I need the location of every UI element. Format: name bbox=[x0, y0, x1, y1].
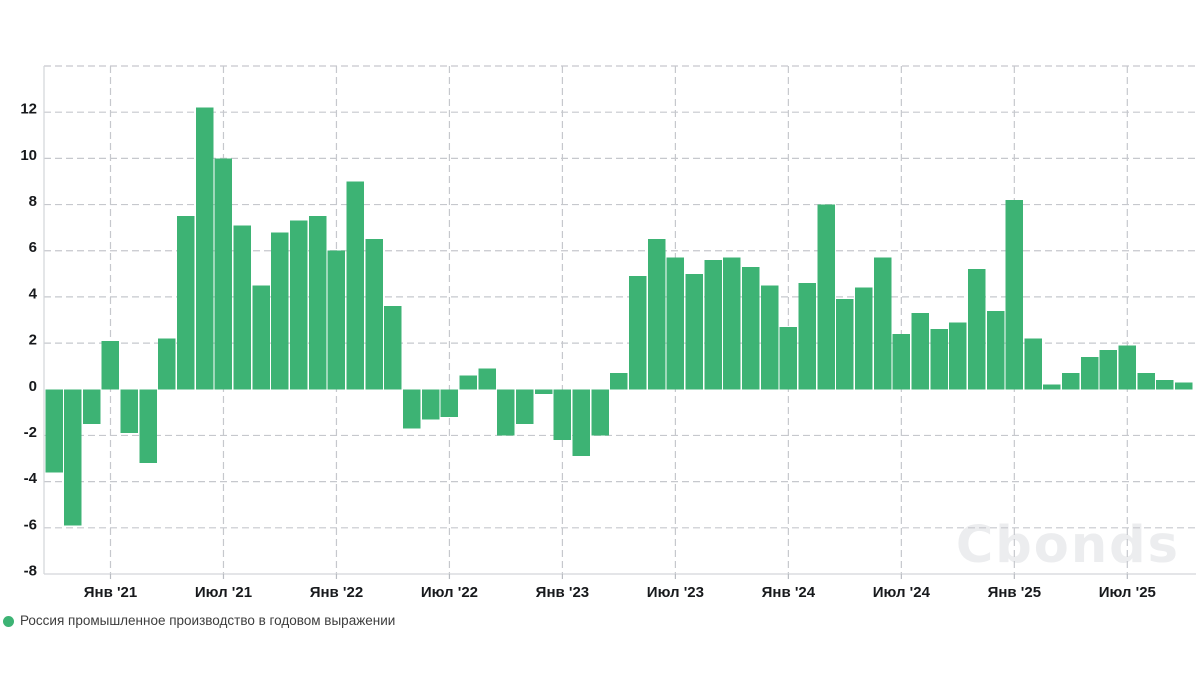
bar-2023-07[interactable] bbox=[666, 257, 685, 390]
y-axis-tick-label: -8 bbox=[24, 563, 37, 580]
y-axis-tick-label: 6 bbox=[29, 239, 37, 256]
bar-2022-06[interactable] bbox=[421, 389, 440, 420]
bar-2021-04[interactable] bbox=[158, 338, 176, 390]
bar-2021-08[interactable] bbox=[233, 225, 252, 390]
bar-2022-04[interactable] bbox=[384, 306, 402, 390]
bar-2025-05[interactable] bbox=[1080, 356, 1099, 390]
y-axis-tick-label: 4 bbox=[29, 285, 38, 302]
bar-2025-10[interactable] bbox=[1175, 382, 1193, 390]
bar-2024-08[interactable] bbox=[911, 313, 929, 390]
bar-2024-06[interactable] bbox=[873, 257, 892, 390]
bar-2025-06[interactable] bbox=[1099, 350, 1118, 390]
legend-marker-icon bbox=[3, 615, 14, 627]
x-axis-tick-label: Июл '22 bbox=[421, 584, 478, 601]
bar-2023-02[interactable] bbox=[572, 389, 590, 457]
bar-2022-05[interactable] bbox=[403, 389, 421, 429]
bar-2024-07[interactable] bbox=[892, 333, 911, 390]
bar-2020-10[interactable] bbox=[45, 389, 63, 473]
bar-2021-07[interactable] bbox=[214, 158, 233, 390]
bar-2024-05[interactable] bbox=[854, 287, 873, 390]
x-axis-tick-label: Янв '21 bbox=[84, 584, 137, 601]
x-axis-tick-label: Янв '24 bbox=[762, 584, 816, 601]
bar-2021-10[interactable] bbox=[271, 232, 289, 390]
bar-2022-02[interactable] bbox=[346, 181, 365, 390]
x-axis-tick-label: Янв '22 bbox=[310, 584, 363, 601]
bar-2024-02[interactable] bbox=[798, 283, 816, 390]
bar-2021-06[interactable] bbox=[195, 107, 214, 390]
bar-2023-06[interactable] bbox=[647, 239, 666, 390]
y-axis-tick-label: 12 bbox=[20, 101, 37, 118]
bar-2023-10[interactable] bbox=[723, 257, 741, 390]
bar-2022-07[interactable] bbox=[440, 389, 459, 417]
y-axis-tick-label: 10 bbox=[20, 147, 37, 164]
bar-2021-11[interactable] bbox=[290, 220, 308, 390]
y-axis-tick-label: 8 bbox=[29, 193, 37, 210]
bar-2021-05[interactable] bbox=[177, 216, 195, 390]
bar-2022-08[interactable] bbox=[459, 375, 478, 390]
legend-item[interactable]: Россия промышленное производство в годов… bbox=[3, 613, 395, 629]
bar-2025-03[interactable] bbox=[1043, 384, 1061, 390]
bar-2021-03[interactable] bbox=[139, 389, 157, 464]
bar-2022-03[interactable] bbox=[365, 239, 383, 390]
bar-2023-12[interactable] bbox=[760, 285, 779, 390]
x-axis-tick-label: Июл '24 bbox=[873, 584, 931, 601]
axes bbox=[43, 66, 1196, 579]
bar-2025-08[interactable] bbox=[1137, 373, 1155, 390]
y-axis-tick-label: 0 bbox=[29, 378, 37, 395]
x-axis-tick-label: Июл '23 bbox=[647, 584, 704, 601]
bar-2024-01[interactable] bbox=[779, 326, 798, 390]
legend-series-label: Россия промышленное производство в годов… bbox=[20, 613, 396, 628]
bar-2022-12[interactable] bbox=[534, 389, 553, 394]
bar-2023-01[interactable] bbox=[553, 389, 572, 441]
bar-2025-04[interactable] bbox=[1062, 373, 1080, 390]
bar-2025-07[interactable] bbox=[1118, 345, 1137, 390]
bar-2022-09[interactable] bbox=[478, 368, 496, 390]
y-axis-labels: 12 10 8 6 4 2 0 -2 -4 -6 -8 bbox=[20, 101, 37, 580]
bar-2023-11[interactable] bbox=[741, 266, 760, 390]
bar-2023-05[interactable] bbox=[628, 276, 647, 390]
bar-2021-12[interactable] bbox=[308, 216, 327, 390]
x-axis-tick-label: Июл '25 bbox=[1099, 584, 1156, 601]
x-axis-tick-label: Янв '23 bbox=[536, 584, 589, 601]
bar-2024-10[interactable] bbox=[949, 322, 967, 390]
bar-2024-12[interactable] bbox=[986, 310, 1005, 390]
bar-2022-01[interactable] bbox=[327, 250, 346, 390]
x-axis-labels: Янв '21 Июл '21 Янв '22 Июл '22 Янв '23 Июл '… bbox=[84, 584, 1156, 601]
bars-series bbox=[45, 107, 1193, 526]
y-axis-tick-label: -6 bbox=[24, 516, 37, 533]
x-axis-tick-label: Янв '25 bbox=[988, 584, 1041, 601]
bar-2024-03[interactable] bbox=[817, 204, 835, 390]
bar-2024-11[interactable] bbox=[967, 269, 986, 390]
bar-2023-08[interactable] bbox=[685, 273, 703, 390]
bar-2025-01[interactable] bbox=[1005, 199, 1024, 390]
bar-2023-04[interactable] bbox=[610, 373, 628, 390]
y-axis-tick-label: -4 bbox=[24, 470, 38, 487]
bar-2024-09[interactable] bbox=[930, 329, 948, 390]
y-axis-tick-label: 2 bbox=[29, 332, 37, 349]
y-axis-tick-label: -2 bbox=[24, 424, 37, 441]
bar-2021-02[interactable] bbox=[120, 389, 139, 434]
bar-2025-09[interactable] bbox=[1156, 380, 1174, 390]
bar-2021-09[interactable] bbox=[252, 285, 270, 390]
bar-2024-04[interactable] bbox=[836, 299, 854, 390]
bar-2020-11[interactable] bbox=[64, 389, 82, 526]
x-axis-tick-label: Июл '21 bbox=[195, 584, 252, 601]
bar-2022-11[interactable] bbox=[516, 389, 534, 424]
bar-2025-02[interactable] bbox=[1024, 338, 1042, 390]
bar-2021-01[interactable] bbox=[101, 340, 120, 390]
bar-2023-09[interactable] bbox=[704, 259, 722, 390]
bar-2020-12[interactable] bbox=[82, 389, 101, 424]
bar-2022-10[interactable] bbox=[497, 389, 515, 436]
bar-2023-03[interactable] bbox=[591, 389, 609, 436]
cbonds-watermark: Cbonds bbox=[955, 516, 1180, 575]
